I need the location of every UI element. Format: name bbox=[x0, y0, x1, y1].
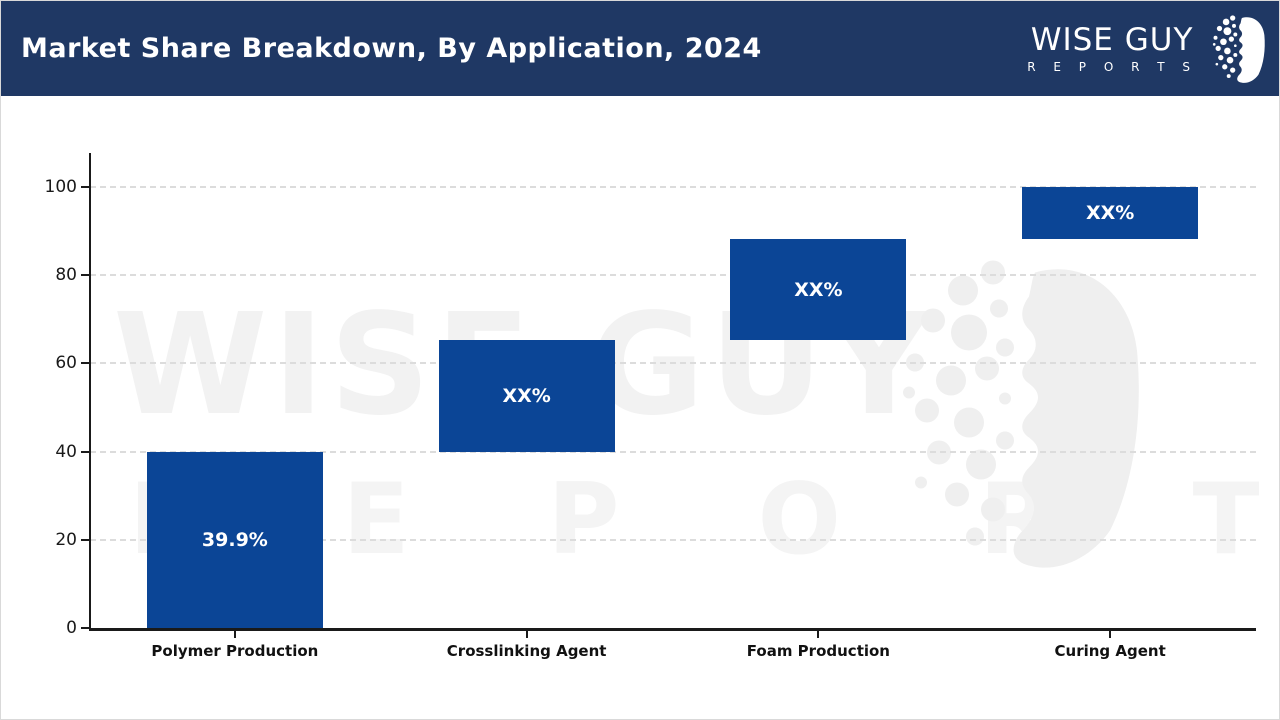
y-tick-mark bbox=[81, 627, 89, 629]
bar-value-label: XX% bbox=[1085, 202, 1135, 225]
y-tick-mark bbox=[81, 274, 89, 277]
watermark-head-icon bbox=[903, 260, 1139, 568]
y-tick-label: 60 bbox=[55, 353, 77, 374]
x-tick-mark bbox=[817, 631, 820, 638]
y-tick-label: 40 bbox=[55, 441, 77, 462]
x-tick-label: Foam Production bbox=[746, 642, 890, 660]
wiseguy-logo-text: WISE GUY R E P O R T S bbox=[1027, 21, 1197, 74]
wiseguy-head-icon bbox=[1212, 14, 1265, 83]
y-tick-mark bbox=[81, 450, 89, 453]
x-tick-label: Curing Agent bbox=[1054, 642, 1166, 660]
y-tick-label: 0 bbox=[66, 618, 77, 638]
bar-value-label: 39.9% bbox=[201, 529, 268, 552]
y-tick-label: 20 bbox=[55, 529, 77, 550]
x-tick-mark bbox=[233, 631, 236, 638]
gridline bbox=[90, 274, 1256, 277]
wiseguy-logo: WISE GUY R E P O R T S bbox=[1027, 9, 1267, 89]
y-axis-spine bbox=[89, 153, 91, 630]
bar-value-label: XX% bbox=[794, 278, 843, 301]
gridline bbox=[90, 450, 1256, 453]
logo-subtitle: R E P O R T S bbox=[1027, 59, 1197, 74]
x-axis-spine bbox=[89, 628, 1256, 631]
y-tick-label: 100 bbox=[44, 177, 77, 197]
bar-polymer-production bbox=[146, 452, 323, 628]
bar-crosslinking-agent bbox=[438, 340, 615, 453]
bar-foam-production bbox=[730, 239, 907, 341]
gridline bbox=[90, 538, 1256, 541]
x-tick-label: Polymer Production bbox=[151, 642, 319, 660]
x-tick-label: Crosslinking Agent bbox=[446, 642, 607, 660]
bar-value-label: XX% bbox=[502, 385, 551, 408]
logo-wordmark: WISE GUY bbox=[1030, 21, 1194, 58]
gridline bbox=[90, 186, 1256, 188]
gridline bbox=[90, 362, 1256, 365]
y-tick-mark bbox=[81, 538, 89, 541]
y-tick-label: 80 bbox=[55, 265, 77, 286]
y-tick-mark bbox=[81, 186, 89, 188]
x-tick-mark bbox=[1109, 631, 1112, 638]
header-bar: Market Share Breakdown, By Application, … bbox=[1, 1, 1279, 96]
chart-title: Market Share Breakdown, By Application, … bbox=[21, 33, 762, 64]
bar-curing-agent bbox=[1022, 187, 1199, 240]
y-tick-mark bbox=[81, 362, 89, 365]
x-tick-mark bbox=[525, 631, 528, 638]
